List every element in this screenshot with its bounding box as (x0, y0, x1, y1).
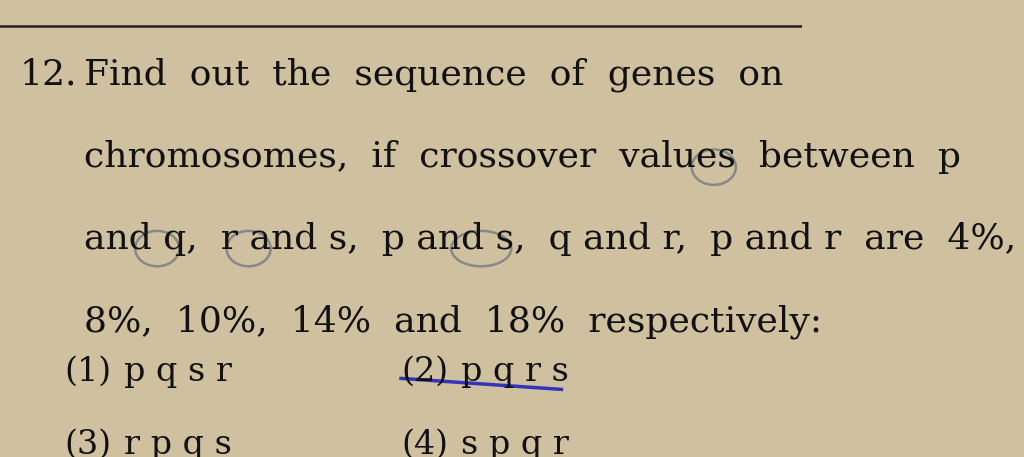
Text: p q r s: p q r s (461, 356, 569, 388)
Text: and q,  r and s,  p and s,  q and r,  p and r  are  4%,: and q, r and s, p and s, q and r, p and … (84, 222, 1017, 256)
Text: (1): (1) (65, 356, 112, 388)
Text: chromosomes,  if  crossover  values  between  p: chromosomes, if crossover values between… (84, 140, 962, 174)
Text: (4): (4) (401, 429, 449, 457)
Text: (3): (3) (65, 429, 112, 457)
Text: r p q s: r p q s (124, 429, 232, 457)
Text: s p q r: s p q r (461, 429, 569, 457)
Text: 8%,  10%,  14%  and  18%  respectively:: 8%, 10%, 14% and 18% respectively: (84, 305, 822, 340)
Text: p q s r: p q s r (124, 356, 232, 388)
Text: (2): (2) (401, 356, 449, 388)
Text: Find  out  the  sequence  of  genes  on: Find out the sequence of genes on (84, 57, 783, 91)
Text: 12.: 12. (20, 57, 78, 91)
